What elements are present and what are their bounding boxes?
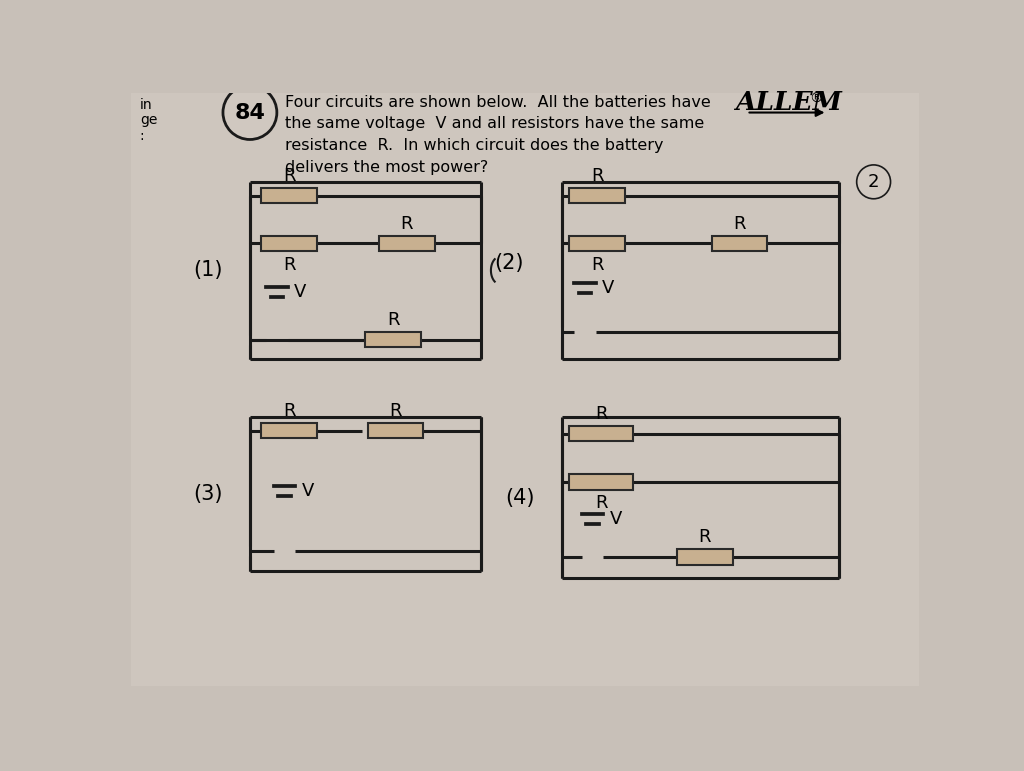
Text: R: R <box>733 214 745 233</box>
Text: R: R <box>595 494 607 513</box>
Text: V: V <box>294 282 306 301</box>
Text: R: R <box>389 402 401 419</box>
Text: :: : <box>140 129 144 143</box>
Circle shape <box>223 86 276 140</box>
Text: 2: 2 <box>868 173 880 191</box>
Text: V: V <box>301 482 314 500</box>
Text: Four circuits are shown below.  All the batteries have
the same voltage  V and a: Four circuits are shown below. All the b… <box>285 95 711 174</box>
Text: R: R <box>283 402 296 419</box>
Bar <box>261 188 316 204</box>
Text: R: R <box>595 405 607 423</box>
Text: ®: ® <box>809 92 823 106</box>
Text: (3): (3) <box>194 483 223 503</box>
Text: V: V <box>609 510 622 528</box>
Bar <box>569 188 625 204</box>
Text: (4): (4) <box>505 487 535 507</box>
Text: in: in <box>140 98 153 112</box>
Text: ALLEM: ALLEM <box>735 90 843 115</box>
Text: V: V <box>602 278 614 297</box>
Text: (2): (2) <box>494 253 523 273</box>
Bar <box>712 236 767 251</box>
Bar <box>366 332 421 348</box>
Circle shape <box>857 165 891 199</box>
Bar <box>368 423 423 438</box>
Bar <box>261 423 316 438</box>
Text: R: R <box>591 256 603 274</box>
Text: R: R <box>387 311 399 329</box>
Text: R: R <box>698 528 712 546</box>
Text: 84: 84 <box>234 103 265 123</box>
Bar <box>569 426 633 441</box>
Text: R: R <box>400 214 414 233</box>
Text: (1): (1) <box>194 261 223 281</box>
Bar <box>379 236 435 251</box>
Text: R: R <box>591 167 603 185</box>
Text: ge: ge <box>140 113 157 127</box>
Bar <box>569 474 633 490</box>
Bar <box>677 549 733 564</box>
Text: R: R <box>283 256 296 274</box>
Bar <box>261 236 316 251</box>
Text: R: R <box>283 167 296 185</box>
Bar <box>569 236 625 251</box>
